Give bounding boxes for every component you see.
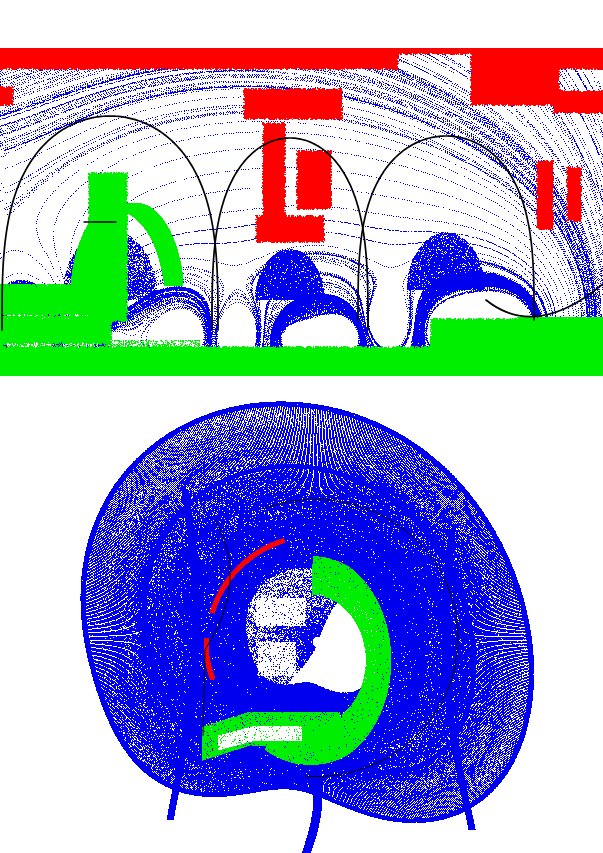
poincare-section-canvas [0, 400, 603, 853]
poincare-section-panel [0, 400, 603, 853]
connectivity-map-panel [0, 0, 603, 400]
connectivity-map-canvas [0, 0, 603, 400]
